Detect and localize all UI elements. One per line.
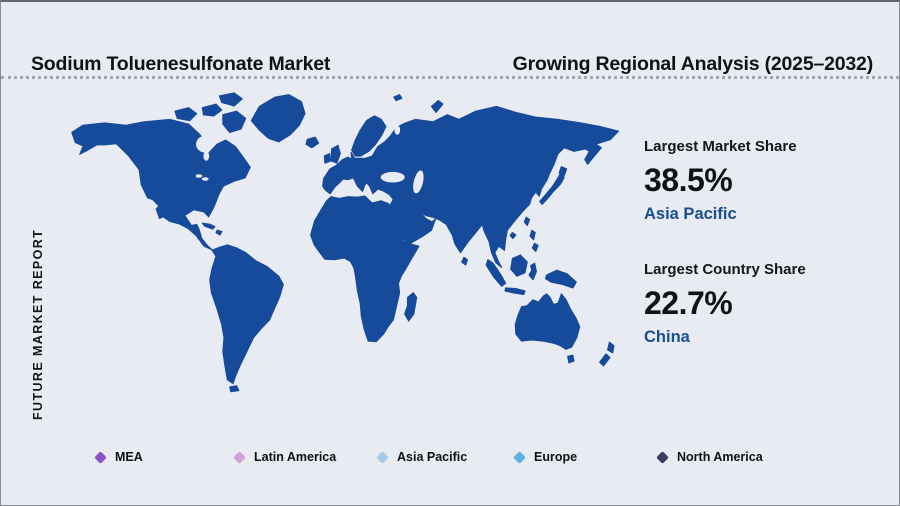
header-subtitle: Growing Regional Analysis (2025–2032): [512, 53, 874, 75]
stat-country-share: Largest Country Share 22.7% China: [644, 261, 884, 347]
legend-label: MEA: [115, 450, 143, 464]
page-title: Sodium Toluenesulfonate Market: [31, 53, 331, 75]
header: Sodium Toluenesulfonate Market Growing R…: [1, 2, 899, 76]
brand-watermark: FUTURE MARKET REPORT: [31, 228, 45, 420]
legend-label: North America: [677, 450, 763, 464]
diamond-marker: [94, 450, 107, 464]
legend-item-europe: Europe: [513, 448, 578, 466]
stats-panel: Largest Market Share 38.5% Asia Pacific …: [644, 138, 884, 384]
legend-item-asia-pacific: Asia Pacific: [376, 448, 468, 466]
stat-market-share: Largest Market Share 38.5% Asia Pacific: [644, 138, 884, 224]
diamond-marker: [513, 450, 526, 464]
stat-value: 22.7%: [644, 285, 733, 321]
inland-water: [195, 125, 424, 194]
diamond-marker: [376, 450, 389, 464]
legend-label: Latin America: [254, 450, 337, 464]
legend-item-mea: MEA: [94, 448, 143, 466]
diamond-marker: [656, 450, 669, 464]
legend-item-north-america: North America: [656, 448, 763, 466]
stat-region: Asia Pacific: [644, 205, 737, 223]
stat-label: Largest Country Share: [644, 261, 806, 278]
diamond-marker: [233, 450, 246, 464]
stat-region: China: [644, 328, 690, 346]
legend-label: Asia Pacific: [397, 450, 468, 464]
legend-label: Europe: [534, 450, 578, 464]
stat-label: Largest Market Share: [644, 138, 797, 155]
legend: MEA Latin America Asia Pacific Europe No…: [1, 448, 899, 468]
stat-value: 38.5%: [644, 162, 733, 198]
dotted-divider: [1, 76, 899, 79]
world-map: [71, 92, 620, 393]
landmass: [71, 92, 620, 393]
legend-item-latin-america: Latin America: [233, 448, 337, 466]
